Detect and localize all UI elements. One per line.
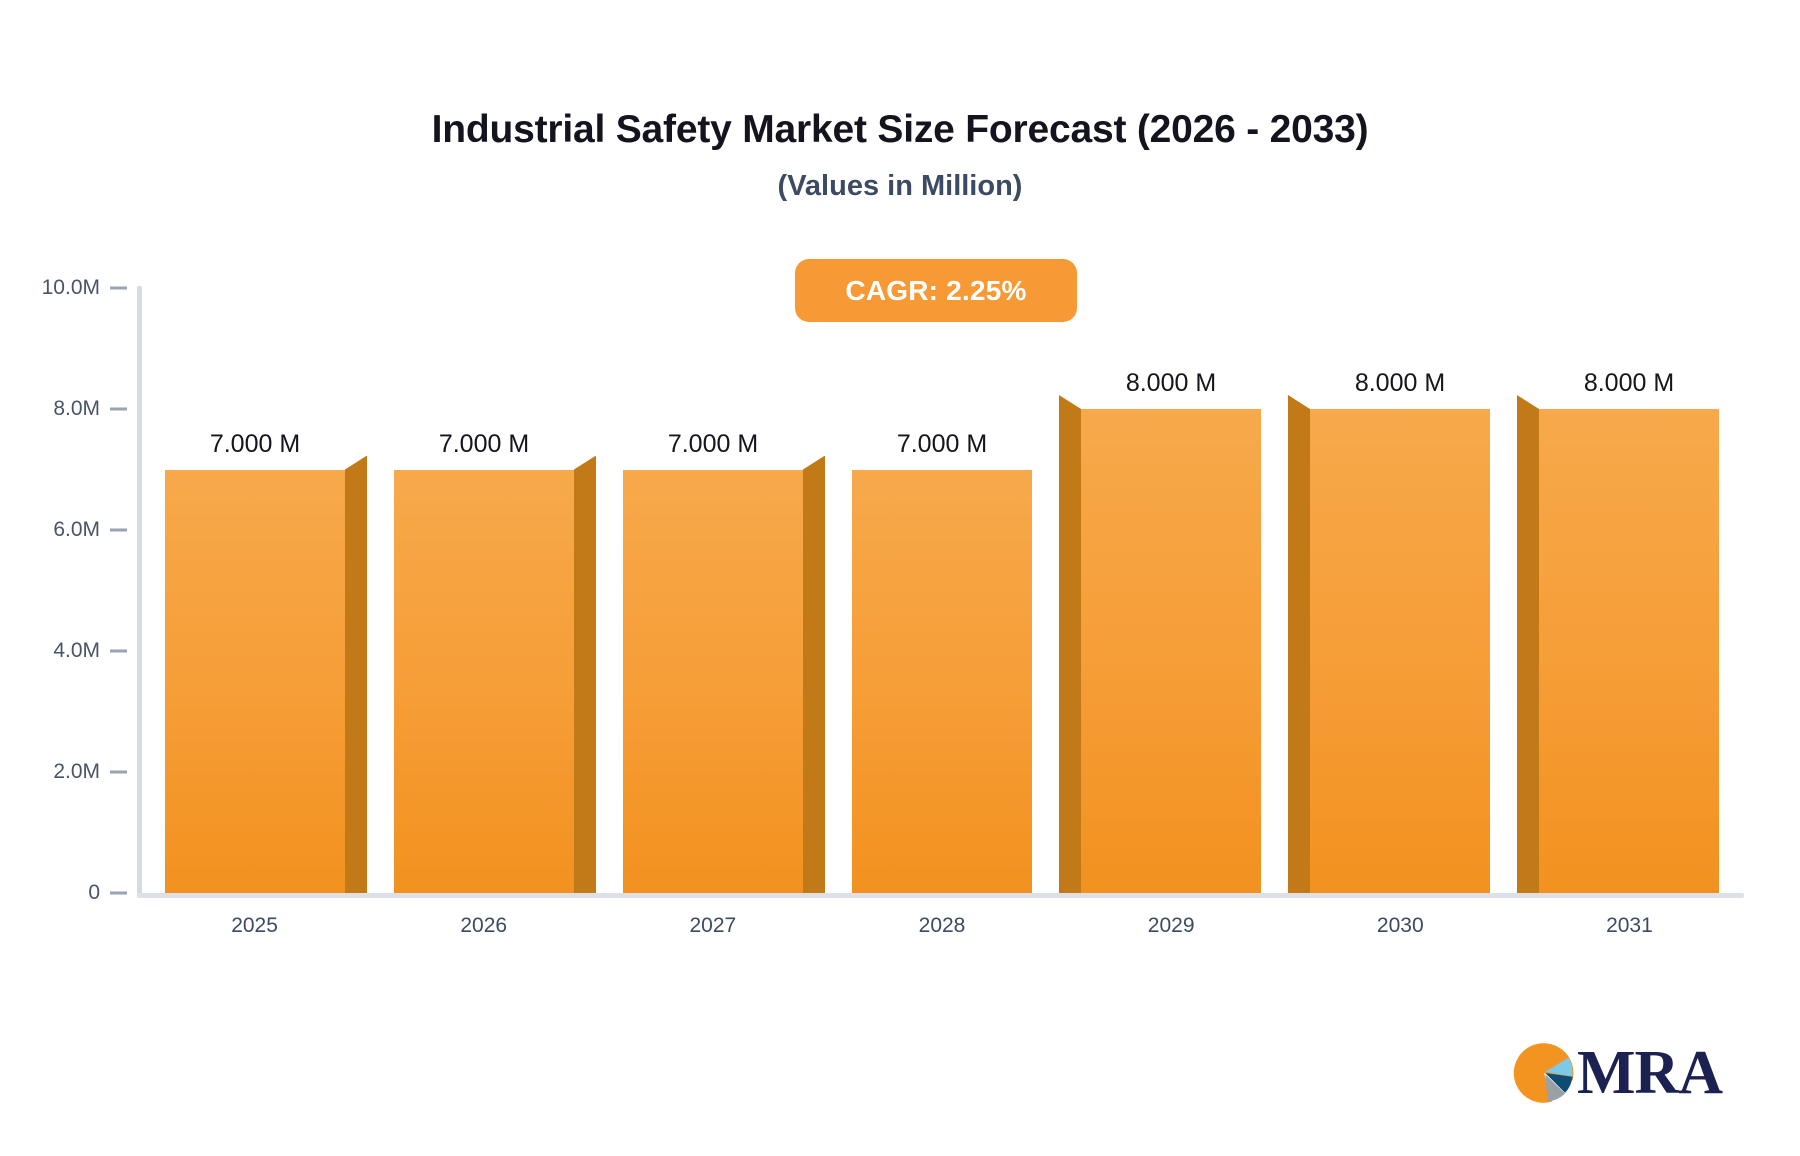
bar-front-face xyxy=(165,469,345,893)
bar-side-face xyxy=(1059,395,1081,893)
bar-2030: 8.000 M xyxy=(1288,369,1490,893)
bar-2027: 7.000 M xyxy=(623,430,825,893)
bar-value-label: 7.000 M xyxy=(896,429,988,458)
y-axis-tick-mark xyxy=(110,891,127,895)
y-axis-tick-label: 6.0M xyxy=(53,518,100,541)
bar-side-face xyxy=(574,455,596,893)
mra-logo: MRA xyxy=(1513,1039,1723,1107)
y-axis-tick-mark xyxy=(110,649,127,653)
bar-value-label: 8.000 M xyxy=(1583,369,1675,397)
y-axis-tick-mark xyxy=(110,286,127,290)
bar-front-face xyxy=(623,469,803,893)
bar-value-label: 7.000 M xyxy=(667,429,759,458)
bar-front-face xyxy=(1081,409,1261,893)
bar-side-face xyxy=(345,455,367,893)
y-axis-tick-label: 0 xyxy=(88,881,100,904)
pie-chart-logo-icon xyxy=(1513,1042,1575,1104)
chart-header: Industrial Safety Market Size Forecast (… xyxy=(0,0,1800,203)
x-axis-tick-label: 2031 xyxy=(1606,914,1653,937)
cagr-badge: CAGR: 2.25% xyxy=(795,259,1077,322)
x-axis-tick-label: 2030 xyxy=(1376,914,1424,937)
bar-2026: 7.000 M xyxy=(394,430,596,893)
y-axis-tick-label: 4.0M xyxy=(53,639,100,662)
x-axis-baseline xyxy=(137,893,1744,898)
bar-side-face xyxy=(803,455,825,893)
x-axis-tick-label: 2026 xyxy=(460,914,508,937)
bar-2025: 7.000 M xyxy=(165,430,367,893)
cagr-badge-label: CAGR: 2.25% xyxy=(845,274,1027,306)
bar-front-face xyxy=(1310,409,1490,893)
y-axis-line xyxy=(137,286,142,896)
bar-side-face xyxy=(1288,395,1310,893)
bar-side-face xyxy=(1517,395,1539,893)
bar-2028: 7.000 M xyxy=(852,430,1032,893)
bar-2029: 8.000 M xyxy=(1059,369,1261,893)
x-axis-tick-label: 2025 xyxy=(231,914,278,937)
bar-value-label: 7.000 M xyxy=(438,429,530,458)
bar-2031: 8.000 M xyxy=(1517,369,1719,893)
bar-front-face xyxy=(394,469,574,893)
bar-value-label: 8.000 M xyxy=(1354,369,1446,397)
x-axis-tick-label: 2027 xyxy=(689,914,737,937)
bar-value-label: 7.000 M xyxy=(209,429,301,458)
x-axis-tick-label: 2028 xyxy=(918,914,966,937)
x-axis-tick-label: 2029 xyxy=(1147,914,1195,937)
y-axis-tick-label: 2.0M xyxy=(53,760,100,783)
chart-title: Industrial Safety Market Size Forecast (… xyxy=(431,108,1369,151)
chart-subtitle: (Values in Million) xyxy=(777,169,1023,202)
logo-wordmark: MRA xyxy=(1577,1039,1723,1107)
y-axis-tick-mark xyxy=(110,770,127,774)
y-axis-tick-label: 10.0M xyxy=(41,276,100,299)
y-axis-tick-label: 8.0M xyxy=(53,397,100,420)
bar-front-face xyxy=(852,469,1032,893)
bar-front-face xyxy=(1539,409,1719,893)
y-axis-tick-mark xyxy=(110,407,127,411)
y-axis-tick-mark xyxy=(110,528,127,532)
bar-value-label: 8.000 M xyxy=(1125,369,1217,397)
